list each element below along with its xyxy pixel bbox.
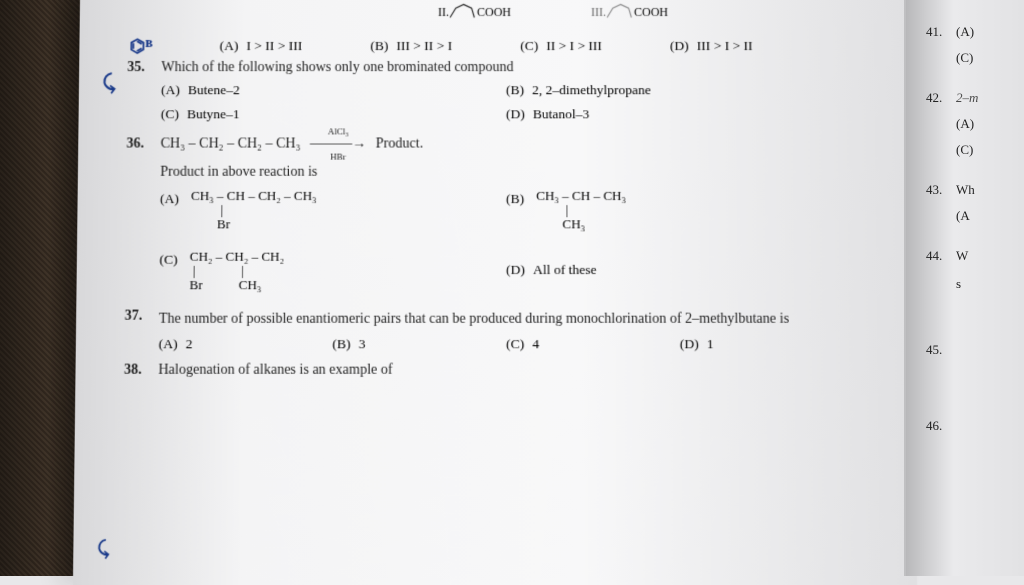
opt-text: 4: [532, 336, 539, 352]
top-structures: II. COOH III. COOH: [178, 0, 850, 20]
rq-text: W: [956, 248, 968, 264]
cooh-1: COOH: [477, 5, 511, 20]
q36-options: (A) CH₃ – CH – CH₂ – CH₃ | Br (B) CH₃ – …: [159, 189, 853, 301]
structure-a: CH₃ – CH – CH₂ – CH₃ | Br: [191, 189, 317, 231]
opt-text: 2, 2–dimethylpropane: [532, 82, 651, 98]
q38: 38. Halogenation of alkanes is an exampl…: [124, 363, 854, 379]
subtext: Product in above reaction is: [160, 165, 317, 181]
rq-num: 44.: [926, 248, 956, 264]
reaction: CH₃ – CH₂ – CH₂ – CH₃ AlCl₃ ———→ HBr Pro…: [161, 136, 852, 152]
opt-text: III > II > I: [396, 38, 452, 54]
opt-label: (D): [506, 106, 525, 122]
q35: 35. Which of the following shows only on…: [127, 60, 851, 76]
rq-text: Wh: [956, 182, 975, 198]
page-content: II. COOH III. COOH ⌬ᴮ (A) I > II > III (B…: [73, 0, 917, 585]
opt-text: 3: [359, 336, 366, 352]
opt-label: (B): [332, 336, 350, 352]
opt-text: I > II > III: [246, 38, 302, 54]
opt-text: Butene–2: [188, 82, 240, 98]
question-number: 38.: [124, 363, 159, 379]
rq-opt: (C): [956, 142, 973, 158]
rq-opt: (A: [956, 208, 970, 224]
q37-options: (A) 2 (B) 3 (C) 4 (D) 1: [159, 336, 854, 352]
cooh-2: COOH: [634, 5, 668, 20]
opt-label: (B): [370, 38, 388, 54]
arrow-reagent-top: AlCl₃: [310, 126, 366, 136]
opt-label: (B): [506, 191, 524, 207]
opt-label: (C): [506, 336, 524, 352]
rq-num: 43.: [926, 182, 956, 198]
pencil-note: 2–m: [956, 90, 978, 106]
structure-c: CH₂ – CH₂ – CH₂ | | Br CH₃: [189, 250, 284, 293]
q34-options: (A) I > II > III (B) III > II > I (C) II > …: [220, 38, 851, 54]
reactant: CH₃ – CH₂ – CH₂ – CH₃: [161, 136, 301, 151]
question-text: The number of possible enantiomeric pair…: [159, 309, 854, 330]
pen-mark: ⌬ᴮ: [129, 36, 152, 57]
opt-text: Butanol–3: [533, 106, 589, 122]
question-number: 35.: [127, 60, 161, 76]
reaction-arrow: AlCl₃ ———→ HBr: [310, 136, 366, 152]
opt-text: III > I > II: [697, 38, 753, 54]
q35-options: (A) Butene–2 (B) 2, 2–dimethylpropane (C) B…: [161, 82, 852, 130]
opt-label: (A): [160, 191, 179, 207]
rq-num: 41.: [926, 24, 956, 40]
opt-text: 2: [186, 336, 193, 352]
opt-text: II > I > III: [546, 38, 602, 54]
rq-num: 42.: [926, 90, 956, 106]
opt-label: (C): [161, 106, 179, 122]
opt-text: Butyne–1: [187, 106, 240, 122]
roman-iii: III.: [591, 5, 606, 20]
q37: 37. The number of possible enantiomeric …: [124, 309, 853, 330]
arrow-icon: ———→: [310, 136, 366, 151]
next-page-edge: 41.(A) (C) 42.2–m (A) (C) 43.Wh (A 44.W …: [904, 0, 1024, 576]
rq-opt: (C): [956, 50, 973, 66]
rq-opt: (A): [956, 24, 974, 40]
question-text: Which of the following shows only one br…: [161, 60, 851, 76]
question-number: 36.: [126, 136, 160, 152]
opt-label: (B): [506, 82, 524, 98]
opt-label: (D): [680, 336, 699, 352]
rq-num: 46.: [926, 418, 956, 434]
question-text: Halogenation of alkanes is an example of: [158, 363, 854, 379]
opt-label: (D): [670, 38, 689, 54]
opt-label: (C): [520, 38, 538, 54]
rq-text: s: [956, 276, 961, 292]
cyclohexane-icon: [448, 0, 478, 20]
pen-mark-check: ⤹: [96, 537, 110, 560]
q36: 36. CH₃ – CH₂ – CH₂ – CH₃ AlCl₃ ———→ HBr…: [126, 136, 851, 152]
rq-num: 45.: [926, 342, 956, 358]
opt-text: All of these: [533, 262, 597, 278]
cyclohexane-icon: [605, 0, 635, 20]
arrow-reagent-bot: HBr: [310, 152, 366, 162]
opt-label: (A): [220, 38, 239, 54]
pen-mark-check: ⤹: [102, 71, 117, 96]
opt-label: (C): [159, 252, 177, 268]
structure-b: CH₃ – CH – CH₃ | CH₃: [536, 189, 626, 231]
opt-label: (A): [161, 82, 180, 98]
product-word: Product.: [376, 136, 423, 151]
opt-label: (A): [159, 336, 178, 352]
q36-subtext: Product in above reaction is: [160, 165, 852, 181]
question-number: 37.: [125, 309, 159, 325]
rq-opt: (A): [956, 116, 974, 132]
opt-label: (D): [506, 262, 525, 278]
opt-text: 1: [707, 336, 714, 352]
